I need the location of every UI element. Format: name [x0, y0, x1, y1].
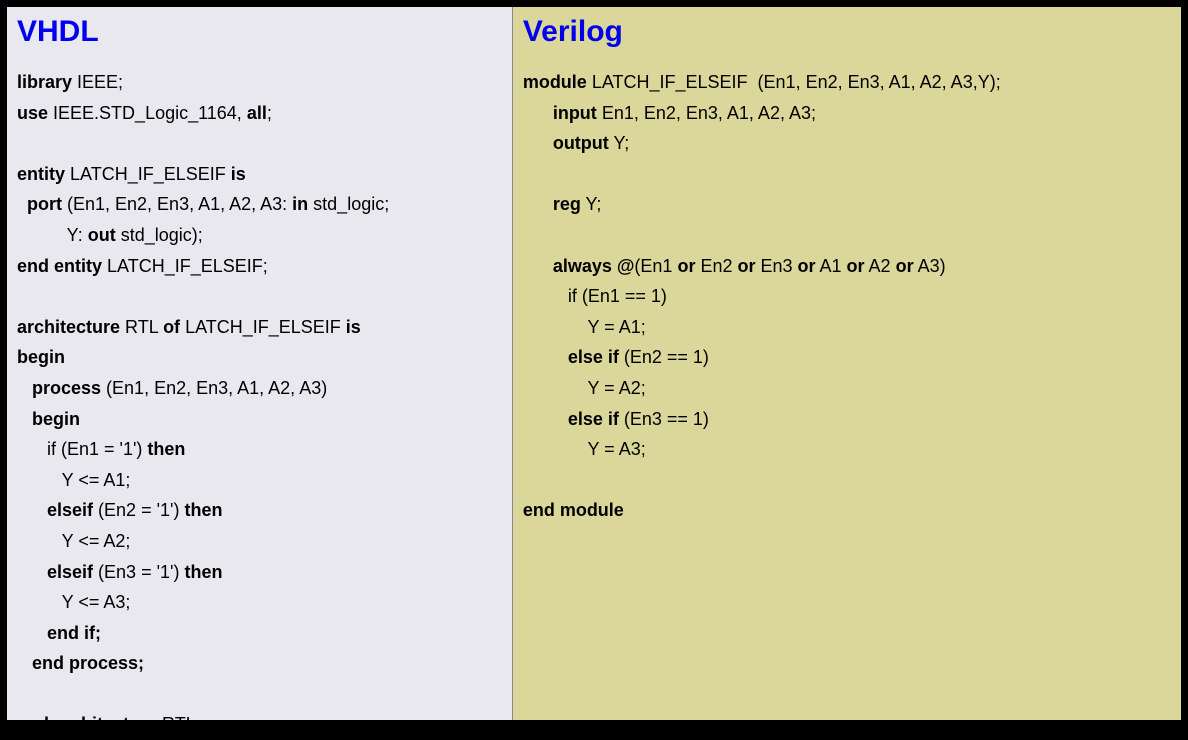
code-line: Y: out std_logic); — [17, 220, 502, 251]
vhdl-panel: VHDL library IEEE;use IEEE.STD_Logic_116… — [7, 7, 512, 720]
vhdl-code: library IEEE;use IEEE.STD_Logic_1164, al… — [17, 67, 502, 740]
verilog-panel: Verilog module LATCH_IF_ELSEIF (En1, En2… — [512, 7, 1181, 720]
verilog-code: module LATCH_IF_ELSEIF (En1, En2, En3, A… — [523, 67, 1171, 526]
code-line: input En1, En2, En3, A1, A2, A3; — [523, 98, 1171, 129]
code-line: Y = A3; — [523, 434, 1171, 465]
code-line: entity LATCH_IF_ELSEIF is — [17, 159, 502, 190]
verilog-heading: Verilog — [523, 15, 1171, 49]
code-line: end module — [523, 495, 1171, 526]
code-line: use IEEE.STD_Logic_1164, all; — [17, 98, 502, 129]
code-line — [523, 159, 1171, 190]
code-line: begin — [17, 342, 502, 373]
code-line: end if; — [17, 618, 502, 649]
code-line: if (En1 == 1) — [523, 281, 1171, 312]
code-line: process (En1, En2, En3, A1, A2, A3) — [17, 373, 502, 404]
code-line: elseif (En3 = '1') then — [17, 557, 502, 588]
code-line: Y = A1; — [523, 312, 1171, 343]
code-line — [523, 220, 1171, 251]
code-line: always @(En1 or En2 or En3 or A1 or A2 o… — [523, 251, 1171, 282]
code-line: Y <= A2; — [17, 526, 502, 557]
code-line: end entity LATCH_IF_ELSEIF; — [17, 251, 502, 282]
code-line: elseif (En2 = '1') then — [17, 495, 502, 526]
code-line: port (En1, En2, En3, A1, A2, A3: in std_… — [17, 189, 502, 220]
code-line — [17, 128, 502, 159]
code-line: end process; — [17, 648, 502, 679]
code-line: architecture RTL of LATCH_IF_ELSEIF is — [17, 312, 502, 343]
code-line: begin — [17, 404, 502, 435]
code-line — [523, 465, 1171, 496]
code-line: Y <= A1; — [17, 465, 502, 496]
comparison-container: VHDL library IEEE;use IEEE.STD_Logic_116… — [6, 6, 1182, 721]
code-line: else if (En2 == 1) — [523, 342, 1171, 373]
code-line: module LATCH_IF_ELSEIF (En1, En2, En3, A… — [523, 67, 1171, 98]
code-line: if (En1 = '1') then — [17, 434, 502, 465]
code-line — [17, 679, 502, 710]
code-line: output Y; — [523, 128, 1171, 159]
code-line: else if (En3 == 1) — [523, 404, 1171, 435]
code-line: reg Y; — [523, 189, 1171, 220]
code-line: Y <= A3; — [17, 587, 502, 618]
code-line — [17, 281, 502, 312]
code-line: Y = A2; — [523, 373, 1171, 404]
code-line: library IEEE; — [17, 67, 502, 98]
code-line: end architecture RTL; — [17, 709, 502, 740]
vhdl-heading: VHDL — [17, 15, 502, 49]
